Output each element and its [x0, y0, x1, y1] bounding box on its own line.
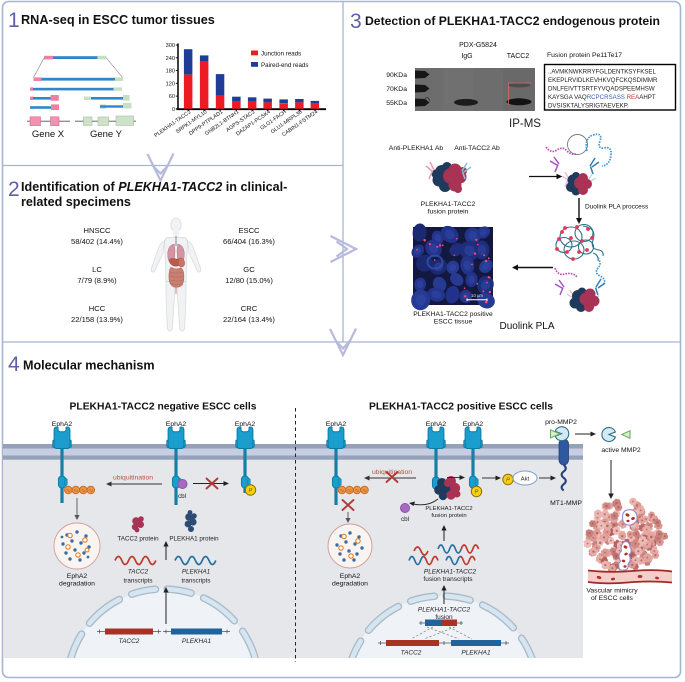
svg-text:Gene Y: Gene Y [90, 129, 123, 140]
svg-text:12/80 (15.0%): 12/80 (15.0%) [225, 276, 273, 285]
svg-text:EKEPLRVIDLKEVHKVQFCKQSDIMMR: EKEPLRVIDLKEVHKVQFCKQSDIMMR [548, 77, 658, 84]
svg-text:90KDa: 90KDa [386, 72, 407, 79]
svg-text:related specimens: related specimens [21, 195, 131, 209]
svg-text:22/164 (13.4%): 22/164 (13.4%) [223, 315, 275, 324]
svg-text:ESCC: ESCC [238, 226, 260, 235]
svg-text:58/402 (14.4%): 58/402 (14.4%) [71, 237, 123, 246]
svg-text:transcripts: transcripts [181, 578, 210, 585]
svg-text:PLEKHA1-TACC2 positive: PLEKHA1-TACC2 positive [413, 311, 493, 318]
svg-text:fusion protein: fusion protein [428, 209, 469, 216]
svg-text:pro-MMP2: pro-MMP2 [545, 419, 577, 426]
svg-text:ubiquitination: ubiquitination [113, 475, 153, 482]
svg-text:transcripts: transcripts [123, 578, 152, 585]
svg-text:Detection of PLEKHA1-TACC2 end: Detection of PLEKHA1-TACC2 endogenous pr… [365, 14, 660, 28]
svg-text:GC: GC [243, 265, 255, 274]
svg-text:60: 60 [169, 94, 175, 100]
svg-text:1: 1 [8, 9, 20, 32]
svg-text:RNA-seq in ESCC tumor tissues: RNA-seq in ESCC tumor tissues [21, 13, 215, 27]
svg-text:ubiquitination: ubiquitination [372, 469, 412, 476]
svg-text:EphA2: EphA2 [326, 421, 347, 428]
svg-text:66/404 (16.3%): 66/404 (16.3%) [223, 237, 275, 246]
svg-text:300: 300 [166, 43, 175, 49]
svg-text:Vascular mimicry: Vascular mimicry [586, 588, 638, 595]
svg-text:70KDa: 70KDa [386, 86, 407, 93]
svg-text:PLEKHA1-TACC2 positive ESCC ce: PLEKHA1-TACC2 positive ESCC cells [369, 402, 553, 413]
svg-text:TACC2: TACC2 [119, 638, 140, 645]
svg-text:..AVMKNWKRRYFGLDENTKSYFKSEL: ..AVMKNWKRRYFGLDENTKSYFKSEL [548, 69, 657, 76]
svg-text:degradation: degradation [332, 581, 368, 588]
svg-text:IP-MS: IP-MS [509, 118, 541, 130]
svg-text:180: 180 [166, 69, 175, 75]
svg-text:DNLFEIVTTSRTFYVQADSPEEMHSW: DNLFEIVTTSRTFYVQADSPEEMHSW [548, 86, 655, 93]
svg-text:TACC2 protein: TACC2 protein [117, 536, 159, 543]
svg-text:120: 120 [166, 81, 175, 87]
svg-text:HNSCC: HNSCC [83, 226, 111, 235]
svg-text:7/79 (8.9%): 7/79 (8.9%) [77, 276, 117, 285]
svg-text:fusion protein: fusion protein [431, 513, 466, 519]
svg-text:55KDa: 55KDa [386, 100, 407, 107]
svg-text:LC: LC [92, 265, 102, 274]
svg-text:fusion: fusion [435, 614, 453, 621]
svg-text:0: 0 [172, 107, 175, 113]
svg-text:240: 240 [166, 56, 175, 62]
svg-text:PLEKHA1-TACC2: PLEKHA1-TACC2 [421, 201, 476, 208]
svg-text:DVSISKTALYSRIGTAEVEKP.: DVSISKTALYSRIGTAEVEKP. [548, 103, 629, 110]
svg-text:PLEKHA1: PLEKHA1 [182, 569, 210, 576]
svg-text:CRC: CRC [241, 304, 258, 313]
svg-text:Anti-PLEKHA1 Ab: Anti-PLEKHA1 Ab [389, 145, 444, 152]
svg-text:TACC2: TACC2 [401, 650, 422, 657]
svg-text:PDX-G5824: PDX-G5824 [459, 42, 497, 49]
svg-text:Anti-TACC2 Ab: Anti-TACC2 Ab [454, 145, 500, 152]
svg-text:PLEKHA1-TACC2: PLEKHA1-TACC2 [424, 569, 477, 576]
svg-text:Duolink PLA proccess: Duolink PLA proccess [585, 204, 649, 211]
svg-text:22/158 (13.9%): 22/158 (13.9%) [71, 315, 123, 324]
svg-text:4: 4 [8, 353, 20, 376]
svg-text:ESCC tissue: ESCC tissue [434, 319, 473, 326]
svg-text:PLEKHA1: PLEKHA1 [182, 638, 212, 645]
svg-text:10 µm: 10 µm [471, 293, 483, 298]
svg-text:fusion transcripts: fusion transcripts [423, 576, 473, 583]
svg-text:degradation: degradation [59, 581, 95, 588]
svg-text:EphA2: EphA2 [426, 421, 447, 428]
svg-text:IgG: IgG [461, 53, 472, 60]
svg-text:PLEKHA1: PLEKHA1 [461, 650, 491, 657]
svg-text:MT1-MMP: MT1-MMP [550, 500, 582, 507]
svg-text:of ESCC cells: of ESCC cells [591, 595, 634, 602]
svg-text:3: 3 [350, 10, 362, 33]
svg-text:Akt: Akt [521, 476, 530, 482]
svg-text:PLEKHA1-TACC2: PLEKHA1-TACC2 [418, 607, 471, 614]
svg-text:Paired-end reads: Paired-end reads [261, 62, 308, 69]
svg-text:EphA2: EphA2 [67, 573, 88, 580]
svg-text:PLEKHA1 protein: PLEKHA1 protein [169, 536, 219, 543]
svg-text:Duolink PLA: Duolink PLA [499, 321, 554, 332]
svg-text:Fusion protein Pe11Te17: Fusion protein Pe11Te17 [547, 52, 622, 59]
svg-text:TACC2: TACC2 [507, 53, 530, 60]
svg-text:active MMP2: active MMP2 [601, 447, 641, 454]
svg-text:cbl: cbl [178, 493, 186, 500]
svg-text:PLEKHA1-TACC2: PLEKHA1-TACC2 [425, 506, 472, 512]
svg-text:HCC: HCC [89, 304, 106, 313]
svg-text:EphA2: EphA2 [52, 421, 73, 428]
svg-text:cbl: cbl [401, 516, 409, 523]
svg-text:EphA2: EphA2 [166, 421, 187, 428]
svg-text:EphA2: EphA2 [340, 573, 361, 580]
svg-text:EphA2: EphA2 [235, 421, 256, 428]
svg-text:EphA2: EphA2 [463, 421, 484, 428]
svg-text:Identification of PLEKHA1-TACC: Identification of PLEKHA1-TACC2 in clini… [21, 180, 287, 194]
svg-text:TACC2: TACC2 [128, 569, 149, 576]
svg-text:PLEKHA1-TACC2 negative ESCC ce: PLEKHA1-TACC2 negative ESCC cells [70, 402, 257, 413]
svg-text:Molecular mechanism: Molecular mechanism [23, 359, 155, 373]
svg-text:2: 2 [8, 178, 20, 201]
svg-text:Junction reads: Junction reads [261, 50, 301, 57]
svg-text:KAYSGA VAQRCPCRSASS REAAHPT: KAYSGA VAQRCPCRSASS REAAHPT [548, 94, 656, 101]
svg-text:Gene X: Gene X [32, 129, 65, 140]
